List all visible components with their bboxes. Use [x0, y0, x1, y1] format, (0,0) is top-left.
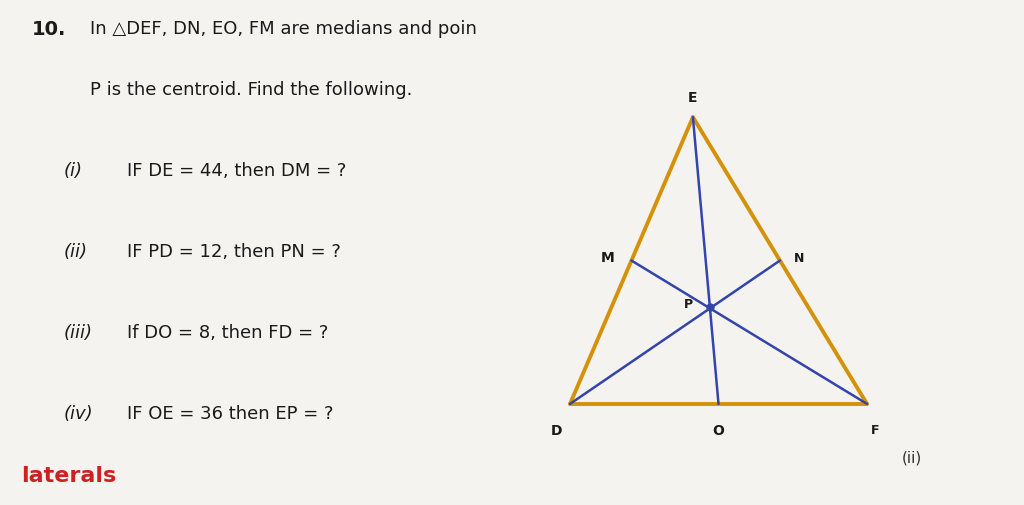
- Text: (iv): (iv): [63, 404, 93, 422]
- Text: If DO = 8, then FD = ?: If DO = 8, then FD = ?: [127, 323, 329, 341]
- Text: laterals: laterals: [20, 465, 116, 485]
- Text: D: D: [551, 423, 562, 437]
- Text: In △DEF, DN, EO, FM are medians and poin: In △DEF, DN, EO, FM are medians and poin: [90, 20, 477, 38]
- Text: IF OE = 36 then EP = ?: IF OE = 36 then EP = ?: [127, 404, 334, 422]
- Text: F: F: [870, 423, 879, 436]
- Text: M: M: [601, 250, 614, 265]
- Text: P is the centroid. Find the following.: P is the centroid. Find the following.: [90, 81, 413, 99]
- Text: (i): (i): [63, 162, 83, 180]
- Text: (iii): (iii): [63, 323, 92, 341]
- Text: P: P: [684, 298, 693, 311]
- Text: E: E: [688, 90, 697, 105]
- Text: O: O: [713, 423, 724, 437]
- Text: IF PD = 12, then PN = ?: IF PD = 12, then PN = ?: [127, 242, 341, 261]
- Text: (ii): (ii): [902, 449, 923, 465]
- Text: IF DE = 44, then DM = ?: IF DE = 44, then DM = ?: [127, 162, 347, 180]
- Text: 10.: 10.: [32, 20, 66, 39]
- Text: N: N: [794, 251, 804, 264]
- Text: (ii): (ii): [63, 242, 87, 261]
